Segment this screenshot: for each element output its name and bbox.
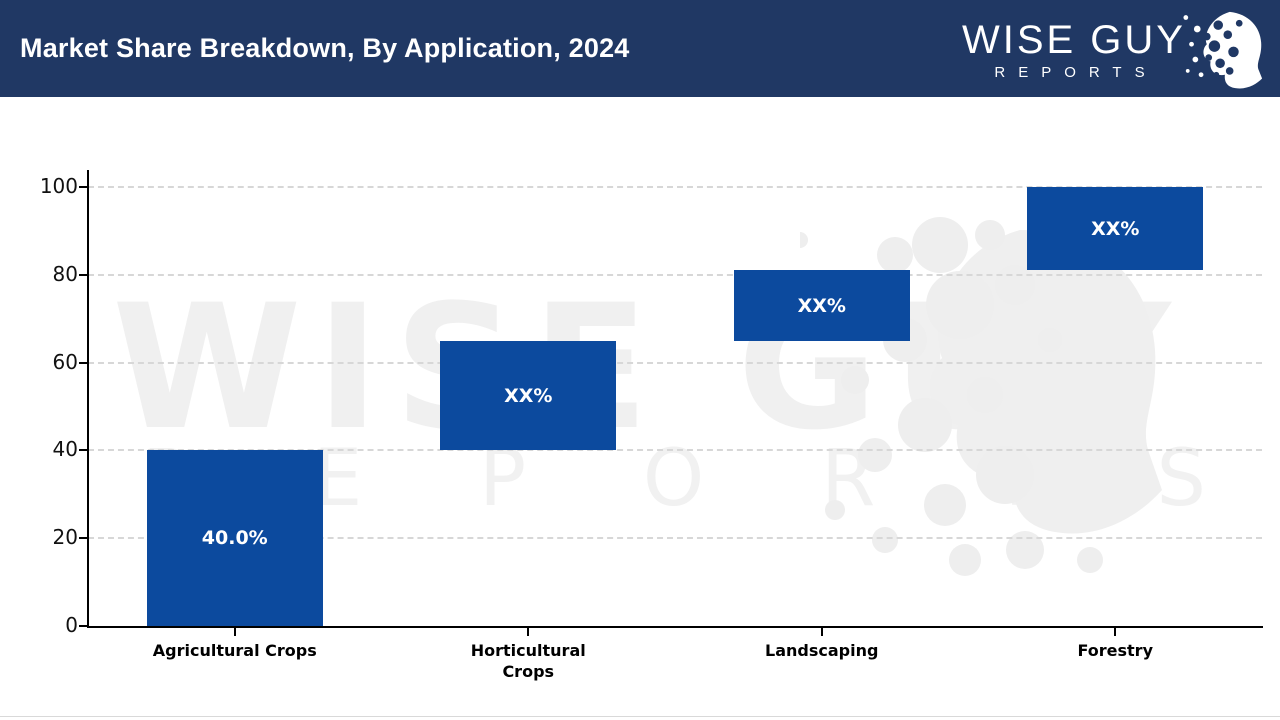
bar-value-label: 40.0% <box>201 527 268 550</box>
gridline <box>88 186 1262 188</box>
x-tick-mark <box>820 628 823 636</box>
y-tick-label: 100 <box>39 174 78 198</box>
bar-value-label: XX% <box>504 384 553 407</box>
x-tick-mark <box>1114 628 1117 636</box>
x-axis-line <box>87 626 1263 628</box>
y-tick-mark <box>79 361 88 364</box>
watermark-face-icon <box>800 217 1162 576</box>
x-tick-mark <box>233 628 236 636</box>
bar-4: XX% <box>1027 187 1204 271</box>
header: Market Share Breakdown, By Application, … <box>0 0 1280 97</box>
gridline <box>88 449 1262 452</box>
brand-logo: WISE GUY REPORTS <box>962 8 1266 90</box>
logo-face-icon <box>1183 11 1263 89</box>
y-tick-mark <box>79 273 88 276</box>
bar-1: 40.0% <box>146 450 323 626</box>
brand-subtitle: REPORTS <box>994 63 1158 81</box>
y-tick-label: 40 <box>52 437 78 462</box>
gridline <box>88 537 1262 540</box>
bar-3: XX% <box>733 270 910 341</box>
y-tick-mark <box>79 449 88 452</box>
gridline <box>88 273 1262 276</box>
y-tick-label: 20 <box>52 525 78 550</box>
bar-value-label: XX% <box>797 294 846 317</box>
x-tick-mark <box>527 628 530 636</box>
y-tick-mark <box>79 186 88 188</box>
y-tick-mark <box>79 625 88 627</box>
x-category-label: Horticultural Crops <box>470 641 586 681</box>
bottom-divider <box>0 716 1280 717</box>
y-tick-label: 60 <box>52 349 78 374</box>
brand-logo-text: WISE GUY REPORTS <box>962 18 1186 81</box>
brand-name: WISE GUY <box>961 17 1186 62</box>
y-tick-label: 80 <box>52 261 78 286</box>
gridline <box>88 361 1262 364</box>
x-category-label: Landscaping <box>765 641 879 660</box>
y-tick-mark <box>79 537 88 540</box>
page-title: Market Share Breakdown, By Application, … <box>20 33 630 63</box>
y-tick-label: 0 <box>65 613 78 637</box>
x-category-label: Forestry <box>1077 641 1153 660</box>
y-axis-line <box>87 170 89 628</box>
bar-2: XX% <box>440 340 617 451</box>
bar-value-label: XX% <box>1091 217 1140 240</box>
x-category-label: Agricultural Crops <box>152 641 317 660</box>
